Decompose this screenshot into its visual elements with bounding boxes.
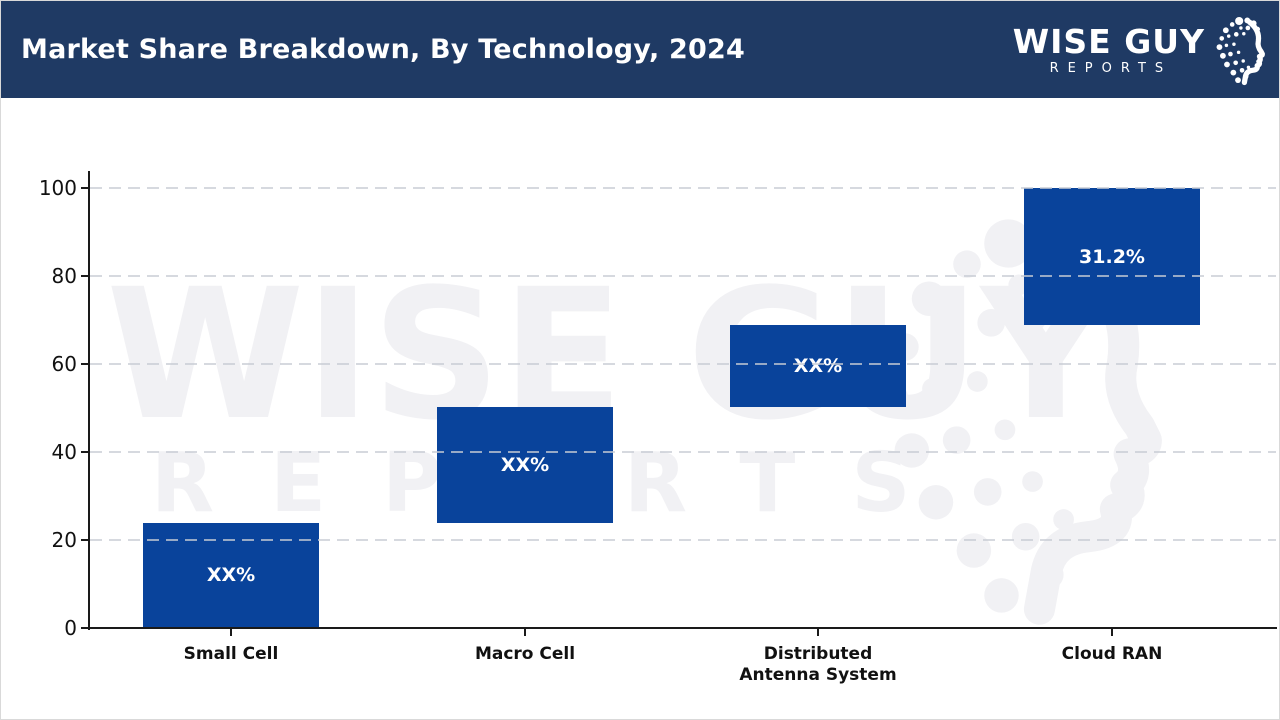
bar-distributed-antenna-system: XX%: [730, 325, 906, 408]
y-tick-20: [81, 539, 89, 541]
y-tick-label-60: 60: [51, 352, 77, 376]
bar-value-label: XX%: [206, 564, 256, 587]
bar-cloud-ran: 31.2%: [1024, 188, 1200, 326]
y-tick-0: [81, 627, 89, 629]
x-axis-line: [88, 627, 1277, 629]
x-tick-3: [1111, 628, 1113, 636]
brand-subtitle: REPORTS: [1049, 60, 1173, 76]
y-tick-label-20: 20: [51, 528, 77, 552]
category-label-0: Small Cell: [183, 644, 279, 664]
y-tick-40: [81, 451, 89, 453]
brand-logo: WISE GUY REPORTS: [1013, 12, 1267, 88]
gridline-40: [90, 451, 1276, 453]
category-label-3: Cloud RAN: [1061, 644, 1163, 664]
gridline-100: [90, 187, 1276, 189]
bar-macro-cell: XX%: [437, 407, 613, 523]
y-tick-label-100: 100: [38, 176, 77, 200]
category-label-1: Macro Cell: [474, 644, 576, 664]
header: Market Share Breakdown, By Technology, 2…: [1, 1, 1279, 98]
brand-name: WISE GUY: [1012, 21, 1205, 61]
y-tick-100: [81, 187, 89, 189]
gridline-80: [90, 275, 1276, 277]
y-tick-label-0: 0: [64, 616, 77, 640]
y-tick-label-80: 80: [51, 264, 77, 288]
bar-value-label: XX%: [793, 355, 843, 378]
gridline-20: [90, 539, 1276, 541]
gridline-60: [90, 363, 1276, 365]
y-tick-60: [81, 363, 89, 365]
x-tick-1: [524, 628, 526, 636]
y-axis-line: [88, 171, 90, 630]
x-tick-2: [817, 628, 819, 636]
page-title: Market Share Breakdown, By Technology, 2…: [21, 34, 746, 65]
bar-value-label: 31.2%: [1079, 245, 1145, 268]
brand-logo-text: WISE GUY REPORTS: [1013, 25, 1205, 75]
category-label-2: Distributed Antenna System: [739, 644, 897, 685]
bar-value-label: XX%: [500, 453, 550, 476]
y-tick-80: [81, 275, 89, 277]
brand-face-icon: [1209, 12, 1267, 88]
x-tick-0: [230, 628, 232, 636]
y-tick-label-40: 40: [51, 440, 77, 464]
